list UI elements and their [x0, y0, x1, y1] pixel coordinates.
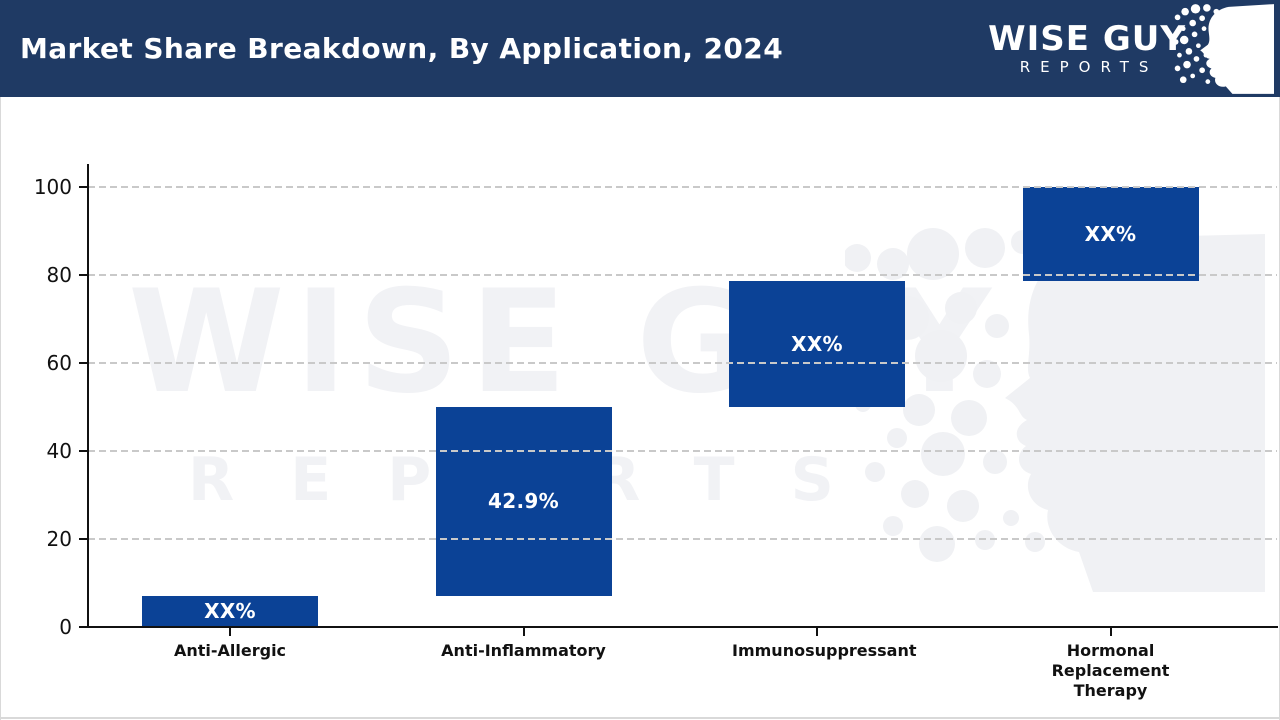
x-category-label-anti-inflammatory: Anti-Inflammatory [441, 641, 606, 660]
gridline-80 [88, 274, 1277, 276]
bar-value-label: XX% [1084, 222, 1137, 247]
x-category-label-immunosuppressant: Immunosuppressant [732, 641, 917, 660]
head-profile-icon [1172, 3, 1274, 94]
y-tick-mark [79, 450, 88, 452]
gridline-20 [88, 538, 1277, 540]
x-tick-mark [1109, 628, 1112, 636]
gridline-100 [88, 186, 1277, 188]
bar-value-label: XX% [791, 332, 843, 357]
x-category-label-anti-allergic: Anti-Allergic [173, 641, 287, 660]
bar-anti-allergic: XX% [142, 595, 318, 627]
page-bottom-border [0, 717, 1280, 719]
y-axis-tick-label: 20 [46, 527, 72, 551]
logo-title: WISE GUY [988, 19, 1186, 59]
x-tick-mark [816, 628, 818, 636]
bar-hormonal-replacement-therapy: XX% [1022, 187, 1199, 282]
bar-value-label: XX% [204, 599, 256, 624]
y-axis-tick-label: 100 [33, 175, 72, 199]
logo-wordmark: WISE GUY REPORTS [988, 21, 1186, 76]
bar-value-label: 42.9% [488, 489, 559, 514]
x-axis-spine [87, 626, 1278, 628]
page-title: Market Share Breakdown, By Application, … [20, 32, 784, 65]
x-tick-mark [522, 628, 525, 636]
gridline-40 [88, 450, 1277, 452]
bar-anti-inflammatory: 42.9% [435, 407, 612, 596]
x-tick-mark [229, 628, 231, 636]
y-axis-spine [87, 164, 89, 628]
watermark-head-icon [845, 228, 1265, 592]
y-axis-tick-label: 40 [46, 439, 72, 463]
gridline-60 [88, 362, 1277, 364]
logo-subtitle: REPORTS [1019, 58, 1159, 76]
y-tick-mark [79, 362, 88, 364]
y-tick-mark [79, 538, 88, 540]
y-axis-tick-label: 80 [46, 263, 72, 287]
page-left-border [0, 97, 1, 720]
y-tick-mark [79, 626, 88, 628]
y-tick-mark [79, 186, 88, 188]
wise-guy-logo: WISE GUY REPORTS [988, 0, 1274, 97]
y-tick-mark [79, 274, 88, 276]
y-axis-tick-label: 60 [46, 351, 72, 375]
y-axis-tick-label: 0 [59, 615, 72, 639]
bar-immunosuppressant: XX% [729, 281, 905, 407]
x-category-label-hormonal-replacement-therapy: Hormonal Replacement Therapy [1051, 641, 1170, 700]
header: Market Share Breakdown, By Application, … [0, 0, 1280, 97]
